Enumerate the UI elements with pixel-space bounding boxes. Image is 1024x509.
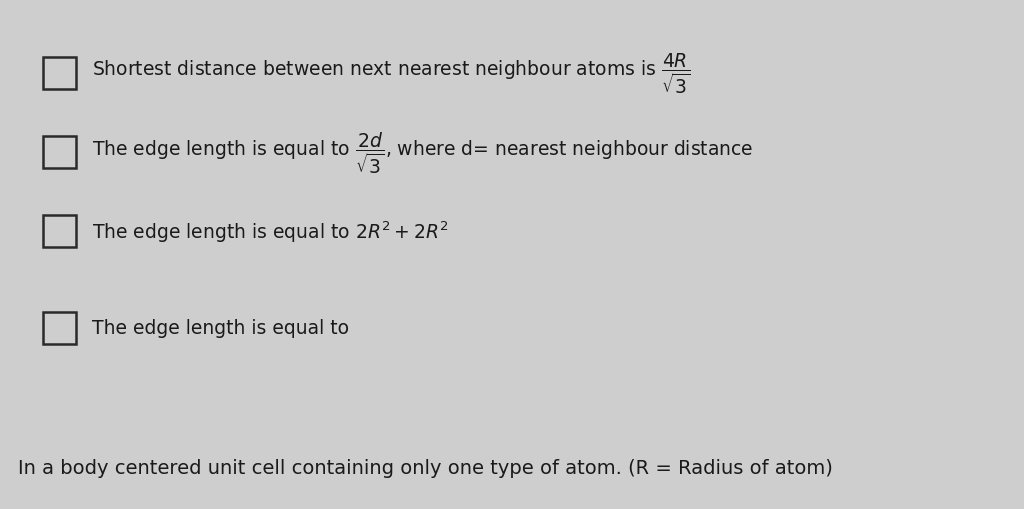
Bar (43, 215, 76, 248)
Text: The edge length is equal to $2R^2 + 2R^2$: The edge length is equal to $2R^2 + 2R^2… (92, 219, 449, 244)
Bar (43, 58, 76, 90)
Text: Shortest distance between next nearest neighbour atoms is $\dfrac{4R}{\sqrt{3}}$: Shortest distance between next nearest n… (92, 52, 691, 96)
Text: The edge length is equal to $\dfrac{2d}{\sqrt{3}}$, where d= nearest neighbour d: The edge length is equal to $\dfrac{2d}{… (92, 130, 754, 175)
Text: In a body centered unit cell containing only one type of atom. (R = Radius of at: In a body centered unit cell containing … (18, 458, 834, 477)
Bar (43, 312, 76, 345)
Bar (43, 136, 76, 169)
Text: The edge length is equal to: The edge length is equal to (92, 319, 355, 338)
